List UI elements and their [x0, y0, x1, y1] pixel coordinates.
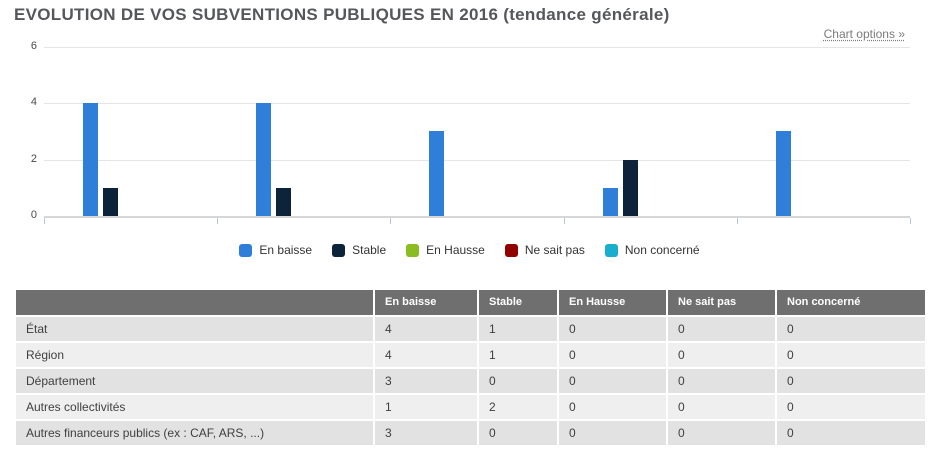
bar-group [44, 47, 217, 216]
bar-chart: 0 2 4 6 [30, 40, 911, 224]
bar-group [564, 47, 737, 216]
table-value-cell: 1 [375, 395, 477, 419]
legend-swatch [504, 243, 518, 257]
legend-item[interactable]: Ne sait pas [504, 243, 585, 257]
table-value-cell: 0 [777, 369, 925, 393]
table-row: Autres financeurs publics (ex : CAF, ARS… [16, 421, 925, 445]
bar [602, 188, 618, 216]
table-value-cell: 0 [559, 343, 666, 367]
table-value-cell: 2 [479, 395, 557, 419]
row-label-cell: État [16, 317, 373, 341]
table-value-cell: 0 [559, 369, 666, 393]
gridline [44, 103, 910, 105]
y-axis-tick-label: 6 [30, 40, 37, 52]
table-row: Autres collectivités 1 2 0 0 0 [16, 395, 925, 419]
bar [83, 103, 99, 216]
y-axis-tick-label: 2 [30, 152, 37, 165]
legend-swatch [332, 243, 346, 257]
x-axis-tick [390, 218, 391, 224]
bar [256, 103, 272, 216]
row-label-cell: Région [16, 343, 373, 367]
results-table: En baisse Stable En Hausse Ne sait pas Non c… [14, 288, 927, 447]
table-header-cell: En Hausse [559, 290, 666, 315]
legend-swatch [406, 243, 420, 257]
legend-swatch [239, 243, 253, 257]
table-body: État 4 1 0 0 0 Région 4 1 0 0 0 Département 3 0 0 0 0 Autr… [16, 317, 925, 445]
bar [429, 131, 445, 216]
table-header-cell: Non concerné [777, 290, 925, 315]
table-value-cell: 0 [559, 421, 666, 445]
table-value-cell: 0 [777, 421, 925, 445]
table-value-cell: 4 [375, 343, 477, 367]
legend-swatch [604, 243, 618, 257]
x-axis-tick [910, 218, 911, 224]
row-label-cell: Département [16, 369, 373, 393]
x-axis-tick [564, 218, 565, 224]
bar [775, 131, 791, 216]
chart-legend: En baisse Stable En Hausse Ne sait pas Non c… [0, 243, 939, 257]
legend-item-label: Non concerné [624, 243, 700, 257]
table-value-cell: 0 [668, 421, 775, 445]
table-header-cell: Stable [479, 290, 557, 315]
legend-item[interactable]: Non concerné [604, 243, 700, 257]
legend-item[interactable]: En Hausse [406, 243, 485, 257]
y-axis-tick-label: 4 [30, 96, 37, 109]
y-axis-tick-label: 0 [30, 209, 37, 221]
legend-item[interactable]: Stable [332, 243, 386, 257]
legend-item-label: En baisse [259, 243, 313, 257]
table-value-cell: 0 [777, 395, 925, 419]
table-row: Région 4 1 0 0 0 [16, 343, 925, 367]
table-value-cell: 0 [668, 369, 775, 393]
row-label-cell: Autres financeurs publics (ex : CAF, ARS… [16, 421, 373, 445]
bar-group [390, 47, 563, 216]
bar [103, 188, 119, 216]
bar-group [737, 47, 910, 216]
table-header-cell: Ne sait pas [668, 290, 775, 315]
gridline [44, 159, 910, 161]
bar-group [217, 47, 390, 216]
chart-options-link[interactable]: Chart options » [823, 27, 905, 41]
x-axis-tick [44, 218, 45, 224]
bar [622, 160, 638, 216]
table-value-cell: 0 [559, 317, 666, 341]
x-axis-line [44, 216, 910, 218]
table-header-row: En baisse Stable En Hausse Ne sait pas Non c… [16, 290, 925, 315]
legend-item-label: Ne sait pas [524, 243, 585, 257]
x-axis-tick [737, 218, 738, 224]
table-row: Département 3 0 0 0 0 [16, 369, 925, 393]
table-value-cell: 0 [777, 317, 925, 341]
table-value-cell: 0 [668, 395, 775, 419]
table-value-cell: 0 [668, 317, 775, 341]
bar [276, 188, 292, 216]
table-value-cell: 1 [479, 317, 557, 341]
legend-item-label: Stable [352, 243, 387, 257]
table-value-cell: 0 [479, 421, 557, 445]
legend-item-label: En Hausse [426, 243, 485, 257]
table-value-cell: 0 [559, 395, 666, 419]
table-value-cell: 0 [777, 343, 925, 367]
table-value-cell: 1 [479, 343, 557, 367]
table-value-cell: 0 [668, 343, 775, 367]
gridline [44, 47, 910, 48]
table-row: État 4 1 0 0 0 [16, 317, 925, 341]
table-value-cell: 3 [375, 369, 477, 393]
table-value-cell: 0 [479, 369, 557, 393]
table-value-cell: 4 [375, 317, 477, 341]
page-title: EVOLUTION DE VOS SUBVENTIONS PUBLIQUES E… [14, 5, 670, 24]
table-header-cell [16, 290, 373, 315]
x-axis-tick [217, 218, 218, 224]
table-header-cell: En baisse [375, 290, 477, 315]
table-value-cell: 3 [375, 421, 477, 445]
legend-item[interactable]: En baisse [239, 243, 312, 257]
row-label-cell: Autres collectivités [16, 395, 373, 419]
